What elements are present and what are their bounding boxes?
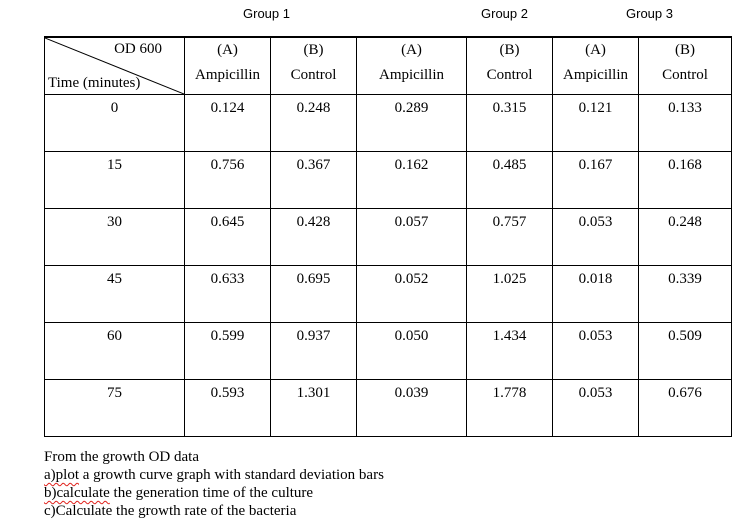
od-value-cell: 0.645 bbox=[184, 208, 271, 266]
column-header-code: (A) bbox=[217, 42, 238, 58]
table-row: 0 0.124 0.248 0.289 0.315 0.121 0.133 bbox=[44, 94, 732, 152]
misspelled-word: a)plot bbox=[44, 467, 79, 483]
group-2-label: Group 2 bbox=[481, 6, 528, 21]
column-header-code: (B) bbox=[303, 42, 324, 58]
instructions-block: From the growth OD data a)plot a growth … bbox=[44, 448, 384, 520]
column-header-label: Ampicillin bbox=[379, 67, 444, 83]
column-header-g1-control: (B) Control bbox=[270, 36, 357, 95]
od-value-cell: 0.599 bbox=[184, 322, 271, 380]
instruction-item-a: a)plot a growth curve graph with standar… bbox=[44, 466, 384, 484]
od-value-cell: 0.168 bbox=[638, 151, 732, 209]
od-value-cell: 0.756 bbox=[184, 151, 271, 209]
od-value-cell: 0.248 bbox=[638, 208, 732, 266]
table-row: 30 0.645 0.428 0.057 0.757 0.053 0.248 bbox=[44, 208, 732, 266]
column-header-label: Ampicillin bbox=[563, 67, 628, 83]
od-value-cell: 0.367 bbox=[270, 151, 357, 209]
instruction-item-b: b)calculate the generation time of the c… bbox=[44, 484, 384, 502]
column-header-g3-ampicillin: (A) Ampicillin bbox=[552, 36, 639, 95]
time-cell: 45 bbox=[44, 265, 185, 323]
instructions-intro: From the growth OD data bbox=[44, 449, 199, 465]
column-header-label: Ampicillin bbox=[195, 67, 260, 83]
od-value-cell: 0.121 bbox=[552, 94, 639, 152]
od-value-cell: 0.162 bbox=[356, 151, 467, 209]
instruction-text: a growth curve graph with standard devia… bbox=[79, 467, 384, 483]
column-header-code: (A) bbox=[585, 42, 606, 58]
column-header-code: (B) bbox=[675, 42, 695, 58]
diagonal-divider-line bbox=[45, 38, 184, 94]
od-value-cell: 0.052 bbox=[356, 265, 467, 323]
column-header-g1-ampicillin: (A) Ampicillin bbox=[184, 36, 271, 95]
column-header-g2-ampicillin: (A) Ampicillin bbox=[356, 36, 467, 95]
instruction-word: c)Calculate bbox=[44, 503, 113, 519]
instruction-text: the growth rate of the bacteria bbox=[112, 503, 297, 519]
od-value-cell: 0.053 bbox=[552, 322, 639, 380]
od-value-cell: 0.509 bbox=[638, 322, 732, 380]
misspelled-word: b)calculate bbox=[44, 485, 110, 501]
od-value-cell: 1.778 bbox=[466, 379, 553, 437]
table-row: 75 0.593 1.301 0.039 1.778 0.053 0.676 bbox=[44, 379, 732, 437]
column-header-label: Control bbox=[662, 67, 708, 83]
group-3-label: Group 3 bbox=[626, 6, 673, 21]
column-header-g2-control: (B) Control bbox=[466, 36, 553, 95]
od-value-cell: 0.053 bbox=[552, 208, 639, 266]
table-header-row: OD 600 Time (minutes) (A) Ampicillin (B)… bbox=[44, 36, 732, 95]
od-data-table: OD 600 Time (minutes) (A) Ampicillin (B)… bbox=[44, 36, 732, 437]
table-row: 45 0.633 0.695 0.052 1.025 0.018 0.339 bbox=[44, 265, 732, 323]
instruction-text: the generation time of the culture bbox=[109, 485, 314, 501]
od-value-cell: 0.485 bbox=[466, 151, 553, 209]
corner-cell: OD 600 Time (minutes) bbox=[44, 36, 185, 95]
time-cell: 75 bbox=[44, 379, 185, 437]
group-labels-row: Group 1 Group 2 Group 3 bbox=[0, 6, 754, 30]
time-cell: 0 bbox=[44, 94, 185, 152]
od-value-cell: 0.018 bbox=[552, 265, 639, 323]
od-value-cell: 0.133 bbox=[638, 94, 732, 152]
od-value-cell: 0.289 bbox=[356, 94, 467, 152]
od-value-cell: 0.757 bbox=[466, 208, 553, 266]
column-header-code: (B) bbox=[499, 42, 520, 58]
od-value-cell: 0.339 bbox=[638, 265, 732, 323]
od-value-cell: 0.057 bbox=[356, 208, 467, 266]
od-value-cell: 0.676 bbox=[638, 379, 732, 437]
table-row: 60 0.599 0.937 0.050 1.434 0.053 0.509 bbox=[44, 322, 732, 380]
od-value-cell: 0.039 bbox=[356, 379, 467, 437]
time-cell: 30 bbox=[44, 208, 185, 266]
time-cell: 60 bbox=[44, 322, 185, 380]
table-row: 15 0.756 0.367 0.162 0.485 0.167 0.168 bbox=[44, 151, 732, 209]
group-1-label: Group 1 bbox=[243, 6, 290, 21]
od-value-cell: 0.124 bbox=[184, 94, 271, 152]
instruction-item-c: c)Calculate the growth rate of the bacte… bbox=[44, 502, 384, 520]
od-value-cell: 0.695 bbox=[270, 265, 357, 323]
time-cell: 15 bbox=[44, 151, 185, 209]
column-header-label: Control bbox=[290, 67, 337, 83]
od-value-cell: 0.248 bbox=[270, 94, 357, 152]
od-value-cell: 0.050 bbox=[356, 322, 467, 380]
od-value-cell: 0.428 bbox=[270, 208, 357, 266]
column-header-label: Control bbox=[486, 67, 533, 83]
corner-label-time: Time (minutes) bbox=[48, 75, 141, 91]
od-value-cell: 0.167 bbox=[552, 151, 639, 209]
column-header-code: (A) bbox=[401, 42, 422, 58]
od-value-cell: 0.593 bbox=[184, 379, 271, 437]
od-value-cell: 0.633 bbox=[184, 265, 271, 323]
od-value-cell: 0.315 bbox=[466, 94, 553, 152]
od-value-cell: 1.301 bbox=[270, 379, 357, 437]
od-value-cell: 0.937 bbox=[270, 322, 357, 380]
od-value-cell: 1.025 bbox=[466, 265, 553, 323]
od-value-cell: 0.053 bbox=[552, 379, 639, 437]
od-value-cell: 1.434 bbox=[466, 322, 553, 380]
corner-label-od600: OD 600 bbox=[114, 41, 162, 57]
column-header-g3-control: (B) Control bbox=[638, 36, 732, 95]
